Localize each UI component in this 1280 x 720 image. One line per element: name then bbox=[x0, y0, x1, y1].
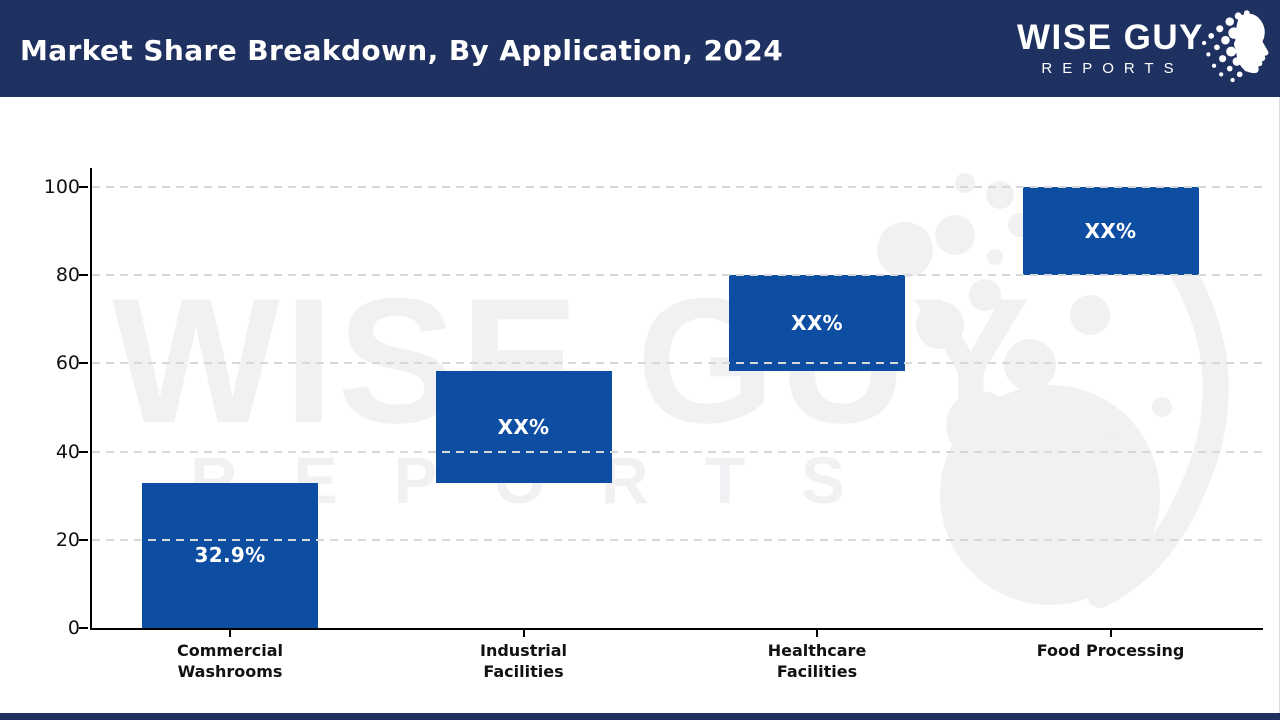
logo-text: WISE GUY REPORTS bbox=[1017, 20, 1204, 76]
x-category-label-food-processing: Food Processing bbox=[1036, 641, 1185, 660]
x-axis-tick bbox=[229, 630, 231, 637]
gridline-60 bbox=[92, 362, 1263, 365]
gridline-40 bbox=[92, 450, 1263, 453]
x-axis-tick bbox=[1109, 630, 1112, 637]
bar-food-processing: XX% bbox=[1022, 187, 1199, 276]
y-axis-tick bbox=[79, 627, 88, 629]
page-title: Market Share Breakdown, By Application, … bbox=[20, 34, 784, 67]
y-tick-label: 0 bbox=[67, 617, 80, 639]
bar-industrial-facilities: XX% bbox=[435, 371, 612, 483]
y-tick-label: 20 bbox=[55, 528, 80, 551]
gridline-20 bbox=[92, 538, 1263, 541]
y-axis-tick bbox=[79, 538, 88, 541]
bar-commercial-washrooms: 32.9% bbox=[142, 482, 318, 628]
x-category-label-commercial-washrooms: Commercial Washrooms bbox=[176, 641, 284, 681]
title-bar: Market Share Breakdown, By Application, … bbox=[0, 0, 1280, 97]
bar-value-label: 32.9% bbox=[194, 543, 266, 568]
footer-accent-bar bbox=[0, 713, 1280, 720]
logo-wordmark: WISE GUY bbox=[1016, 18, 1204, 57]
bar-value-label: XX% bbox=[791, 311, 843, 336]
wise-guy-reports-logo: WISE GUY REPORTS bbox=[1017, 6, 1270, 90]
x-category-label-healthcare-facilities: Healthcare Facilities bbox=[767, 641, 867, 681]
y-tick-label: 40 bbox=[55, 440, 80, 463]
y-tick-label: 80 bbox=[55, 264, 80, 287]
x-axis-tick bbox=[816, 630, 818, 637]
y-axis-tick bbox=[79, 450, 88, 453]
dotted-head-icon bbox=[1201, 10, 1269, 83]
y-axis-tick bbox=[79, 186, 88, 188]
x-category-label-industrial-facilities: Industrial Facilities bbox=[479, 641, 567, 681]
logo-subtitle: REPORTS bbox=[1041, 60, 1184, 77]
gridline-100 bbox=[92, 186, 1263, 188]
bar-healthcare-facilities: XX% bbox=[729, 275, 905, 372]
x-axis-tick bbox=[522, 630, 525, 637]
gridline-80 bbox=[92, 274, 1263, 277]
y-axis-tick bbox=[79, 362, 88, 365]
chart-plot-area: 0 20 40 60 80 100 32.9% XX% XX% XX% Commercial Was… bbox=[44, 168, 1263, 681]
y-tick-label: 100 bbox=[43, 176, 80, 198]
y-axis-tick bbox=[79, 274, 88, 277]
bar-value-label: XX% bbox=[497, 415, 550, 440]
bar-value-label: XX% bbox=[1084, 219, 1137, 244]
y-tick-label: 60 bbox=[55, 352, 80, 375]
